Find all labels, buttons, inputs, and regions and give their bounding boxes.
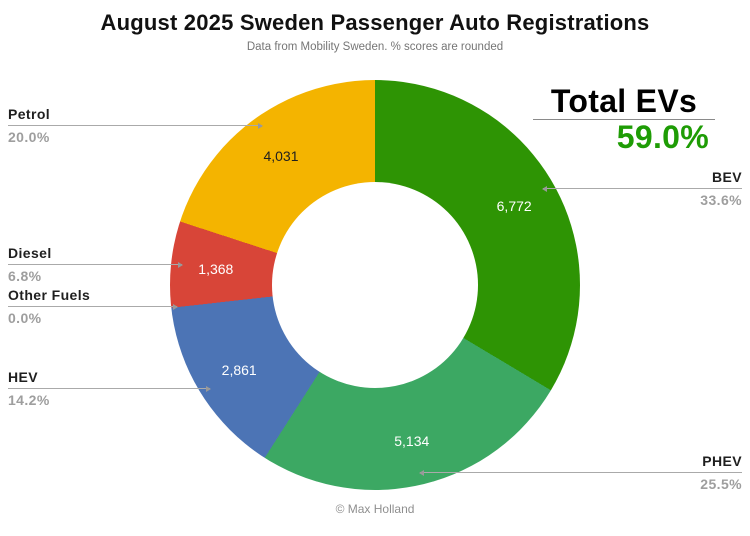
chart-title: August 2025 Sweden Passenger Auto Regist… bbox=[100, 10, 650, 35]
callout-hev-pct: 14.2% bbox=[8, 392, 50, 408]
callout-other-fuels-label: Other Fuels bbox=[8, 287, 91, 303]
slice-value-label: 6,772 bbox=[496, 198, 532, 215]
callout-diesel-label: Diesel bbox=[8, 245, 52, 261]
slice-value-label: 4,031 bbox=[263, 147, 299, 164]
callout-other-fuels-pct: 0.0% bbox=[8, 310, 42, 326]
arrow-icon bbox=[258, 122, 263, 129]
callout-hev: HEV 14.2% bbox=[8, 369, 211, 408]
copyright: © Max Holland bbox=[335, 502, 415, 516]
arrow-icon bbox=[206, 385, 211, 392]
leader-line bbox=[8, 122, 263, 129]
arrow-icon bbox=[178, 261, 183, 268]
leader-line bbox=[8, 385, 211, 392]
callout-petrol-pct: 20.0% bbox=[8, 129, 50, 145]
chart-subtitle: Data from Mobility Sweden. % scores are … bbox=[246, 41, 504, 53]
total-evs-callout: Total EVs 59.0% bbox=[533, 85, 715, 155]
callout-bev-pct: 33.6% bbox=[700, 192, 742, 208]
arrow-icon bbox=[173, 303, 178, 310]
callout-petrol: Petrol 20.0% bbox=[8, 106, 263, 145]
leader-line bbox=[8, 303, 178, 310]
leader-line bbox=[8, 261, 183, 268]
donut-chart: 6,772 5,134 2,861 1,368 4,031 bbox=[170, 80, 580, 490]
callout-phev: PHEV 25.5% bbox=[419, 453, 742, 492]
callout-bev-label: BEV bbox=[712, 169, 742, 185]
callout-petrol-label: Petrol bbox=[8, 106, 51, 122]
donut-hole bbox=[272, 182, 478, 388]
slice-value-label: 5,134 bbox=[394, 432, 430, 449]
callout-phev-label: PHEV bbox=[702, 453, 742, 469]
callout-other-fuels: Other Fuels 0.0% bbox=[8, 287, 178, 326]
total-evs-label: Total EVs bbox=[533, 85, 715, 120]
callout-diesel-pct: 6.8% bbox=[8, 268, 42, 284]
callout-diesel: Diesel 6.8% bbox=[8, 245, 183, 284]
callout-hev-label: HEV bbox=[8, 369, 38, 385]
callout-bev: BEV 33.6% bbox=[542, 169, 742, 208]
leader-line bbox=[419, 469, 742, 476]
arrow-icon bbox=[542, 185, 547, 192]
slice-value-label: 1,368 bbox=[198, 260, 234, 277]
slice-value-label: 2,861 bbox=[221, 361, 257, 378]
arrow-icon bbox=[419, 469, 424, 476]
leader-line bbox=[542, 185, 742, 192]
callout-phev-pct: 25.5% bbox=[700, 476, 742, 492]
total-evs-value: 59.0% bbox=[616, 119, 709, 155]
